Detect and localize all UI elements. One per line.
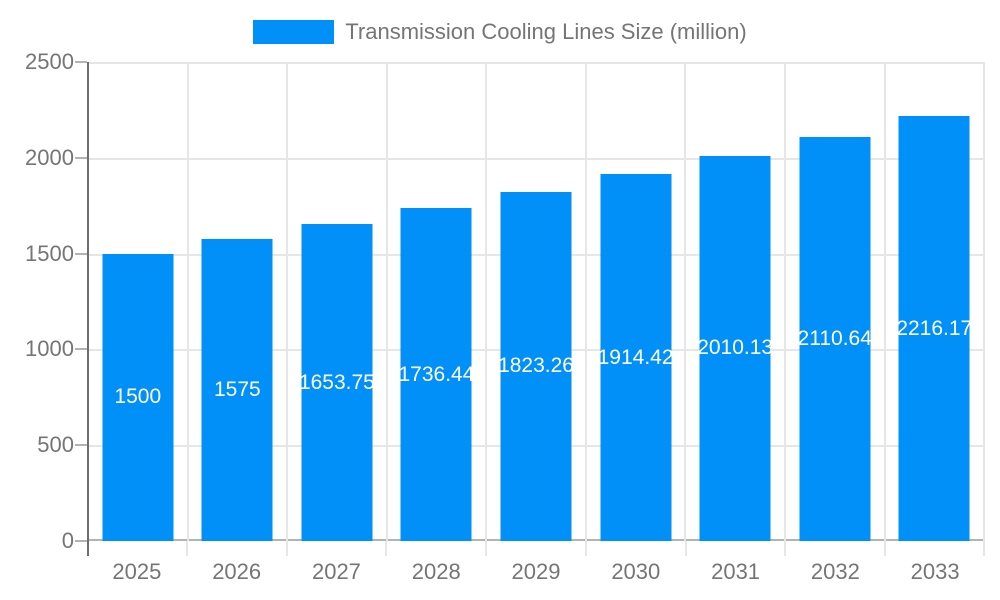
category-column: 1823.26 — [487, 62, 587, 541]
bar-value-label: 1575 — [213, 378, 261, 402]
category-column: 1736.44 — [388, 62, 488, 541]
bar: 2110.64 — [799, 136, 871, 541]
bar-value-label: 2216.17 — [898, 316, 970, 340]
bar: 1823.26 — [500, 191, 572, 541]
y-axis-tick — [75, 348, 87, 351]
y-tick-label: 500 — [37, 432, 74, 458]
x-tick-label: 2031 — [711, 559, 761, 584]
x-axis-tick — [983, 541, 985, 556]
bar-value-label: 1914.42 — [600, 345, 672, 369]
legend-label: Transmission Cooling Lines Size (million… — [345, 19, 747, 44]
y-axis-tick — [75, 156, 87, 159]
category-column: 1500 — [89, 62, 189, 541]
x-tick-label: 2027 — [311, 559, 361, 584]
y-tick-label: 2500 — [25, 49, 74, 74]
y-axis-tick — [75, 540, 87, 542]
bar-series: 1500 1575 1653.75 1736.44 1823.26 1914.42 2010… — [89, 62, 986, 541]
x-axis-tick — [684, 541, 687, 556]
bar: 1575 — [201, 239, 273, 541]
x-tick-label: 2032 — [810, 559, 860, 584]
y-axis: 0 500 1000 1500 2000 2500 — [0, 50, 74, 553]
category-column: 2010.13 — [686, 62, 786, 541]
category-column: 2110.64 — [786, 62, 886, 541]
bar-value-label: 2010.13 — [699, 336, 771, 360]
bar: 1914.42 — [600, 174, 672, 541]
x-ticks — [87, 541, 985, 556]
x-tick-label: 2033 — [910, 559, 960, 584]
category-column: 2216.17 — [886, 62, 986, 541]
y-axis-tick — [75, 61, 87, 63]
y-tick-label: 1500 — [25, 240, 74, 266]
legend-swatch — [253, 20, 335, 44]
x-axis-tick — [185, 541, 188, 556]
y-tick-label: 2000 — [25, 144, 74, 170]
chart-legend: Transmission Cooling Lines Size (million… — [0, 19, 1000, 45]
y-tick-label: 1000 — [25, 336, 74, 362]
bar-value-label: 1823.26 — [500, 354, 572, 378]
x-tick-label: 2025 — [112, 559, 162, 584]
horizontal-gridline — [89, 157, 985, 160]
plot-area: 1500 1575 1653.75 1736.44 1823.26 1914.42 2010… — [87, 62, 986, 541]
x-tick-label: 2029 — [511, 559, 561, 584]
x-tick-label: 2026 — [212, 559, 262, 584]
bar: 2216.17 — [898, 116, 970, 541]
bar-value-label: 1500 — [114, 385, 162, 409]
category-column: 1914.42 — [587, 62, 687, 541]
y-axis-tick — [75, 252, 87, 255]
y-axis-extension — [87, 541, 89, 556]
bar-value-label: 1736.44 — [400, 362, 472, 386]
x-axis-tick — [385, 541, 388, 556]
x-axis-tick — [584, 541, 587, 556]
bar: 2010.13 — [699, 155, 771, 541]
y-axis-tick — [75, 444, 87, 447]
bar-value-label: 2110.64 — [799, 326, 871, 350]
bar-value-label: 1653.75 — [301, 370, 373, 394]
bar: 1736.44 — [400, 208, 472, 541]
x-axis-tick — [285, 541, 288, 556]
category-column: 1653.75 — [288, 62, 388, 541]
x-tick-label: 2028 — [411, 559, 461, 584]
bar: 1500 — [102, 253, 174, 541]
x-axis-tick — [884, 541, 887, 556]
x-axis-tick — [784, 541, 787, 556]
bar: 1653.75 — [301, 224, 373, 541]
x-tick-label: 2030 — [611, 559, 661, 584]
horizontal-gridline — [89, 62, 985, 64]
x-axis-tick — [485, 541, 488, 556]
category-column: 1575 — [189, 62, 289, 541]
y-ticks — [75, 61, 87, 542]
y-tick-label: 0 — [61, 528, 74, 553]
x-axis: 2025 2026 2027 2028 2029 2030 2031 2032 2033 — [87, 558, 985, 586]
